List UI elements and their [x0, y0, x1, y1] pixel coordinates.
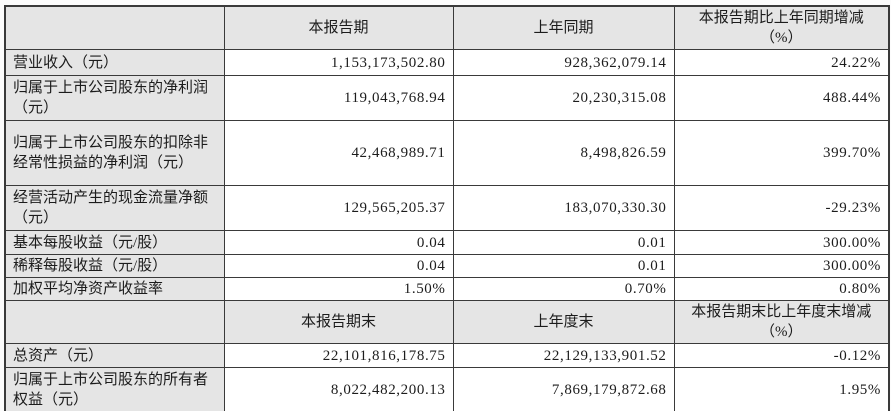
change-percent-value: -29.23%	[673, 185, 890, 231]
prior-period-value: 0.70%	[452, 277, 675, 301]
column-header-period-end-change: 本报告期末比上年度末增减 （%）	[673, 300, 890, 344]
financial-summary-table: 本报告期 上年同期 本报告期比上年同期增减 （%） 营业收入（元） 1,153,…	[4, 5, 890, 411]
period-end-header-row: 本报告期末 上年度末 本报告期末比上年度末增减 （%）	[4, 300, 890, 344]
table-row-net-profit-excl-nonrecurring: 归属于上市公司股东的扣除非经常性损益的净利润（元） 42,468,989.71 …	[4, 120, 890, 186]
row-label: 归属于上市公司股东的净利润（元）	[4, 75, 225, 121]
row-label: 营业收入（元）	[4, 49, 225, 76]
prior-period-value: 0.01	[452, 254, 675, 278]
corner-cell	[4, 300, 225, 344]
change-percent-value: 1.95%	[673, 367, 890, 411]
row-label: 总资产（元）	[4, 343, 225, 368]
current-period-value: 42,468,989.71	[223, 120, 454, 186]
row-label: 基本每股收益（元/股）	[4, 230, 225, 255]
table-row-basic-eps: 基本每股收益（元/股） 0.04 0.01 300.00%	[4, 230, 890, 255]
row-label: 归属于上市公司股东的所有者权益（元）	[4, 367, 225, 411]
change-percent-value: 488.44%	[673, 75, 890, 121]
row-label: 稀释每股收益（元/股）	[4, 254, 225, 278]
prior-year-end-value: 7,869,179,872.68	[452, 367, 675, 411]
change-percent-value: 300.00%	[673, 230, 890, 255]
row-label: 归属于上市公司股东的扣除非经常性损益的净利润（元）	[4, 120, 225, 186]
table-row-diluted-eps: 稀释每股收益（元/股） 0.04 0.01 300.00%	[4, 254, 890, 278]
prior-period-value: 0.01	[452, 230, 675, 255]
column-header-prior-period: 上年同期	[452, 5, 675, 50]
column-header-period-change: 本报告期比上年同期增减 （%）	[673, 5, 890, 50]
current-period-value: 129,565,205.37	[223, 185, 454, 231]
table-row-revenue: 营业收入（元） 1,153,173,502.80 928,362,079.14 …	[4, 49, 890, 76]
prior-year-end-value: 22,129,133,901.52	[452, 343, 675, 368]
table-row-net-profit: 归属于上市公司股东的净利润（元） 119,043,768.94 20,230,3…	[4, 75, 890, 121]
corner-cell	[4, 5, 225, 50]
column-header-prior-year-end: 上年度末	[452, 300, 675, 344]
current-period-value: 0.04	[223, 254, 454, 278]
current-period-value: 1,153,173,502.80	[223, 49, 454, 76]
change-percent-value: 0.80%	[673, 277, 890, 301]
change-percent-value: -0.12%	[673, 343, 890, 368]
row-label: 经营活动产生的现金流量净额（元）	[4, 185, 225, 231]
current-period-end-value: 8,022,482,200.13	[223, 367, 454, 411]
change-percent-value: 300.00%	[673, 254, 890, 278]
column-header-current-period-end: 本报告期末	[223, 300, 454, 344]
prior-period-value: 928,362,079.14	[452, 49, 675, 76]
table-row-weighted-avg-roe: 加权平均净资产收益率 1.50% 0.70% 0.80%	[4, 277, 890, 301]
row-label: 加权平均净资产收益率	[4, 277, 225, 301]
period-header-row: 本报告期 上年同期 本报告期比上年同期增减 （%）	[4, 5, 890, 50]
prior-period-value: 183,070,330.30	[452, 185, 675, 231]
current-period-value: 0.04	[223, 230, 454, 255]
table-row-operating-cash-flow: 经营活动产生的现金流量净额（元） 129,565,205.37 183,070,…	[4, 185, 890, 231]
table-row-shareholders-equity: 归属于上市公司股东的所有者权益（元） 8,022,482,200.13 7,86…	[4, 367, 890, 411]
current-period-end-value: 22,101,816,178.75	[223, 343, 454, 368]
change-percent-value: 24.22%	[673, 49, 890, 76]
column-header-current-period: 本报告期	[223, 5, 454, 50]
current-period-value: 119,043,768.94	[223, 75, 454, 121]
change-percent-value: 399.70%	[673, 120, 890, 186]
prior-period-value: 20,230,315.08	[452, 75, 675, 121]
prior-period-value: 8,498,826.59	[452, 120, 675, 186]
current-period-value: 1.50%	[223, 277, 454, 301]
table-row-total-assets: 总资产（元） 22,101,816,178.75 22,129,133,901.…	[4, 343, 890, 368]
